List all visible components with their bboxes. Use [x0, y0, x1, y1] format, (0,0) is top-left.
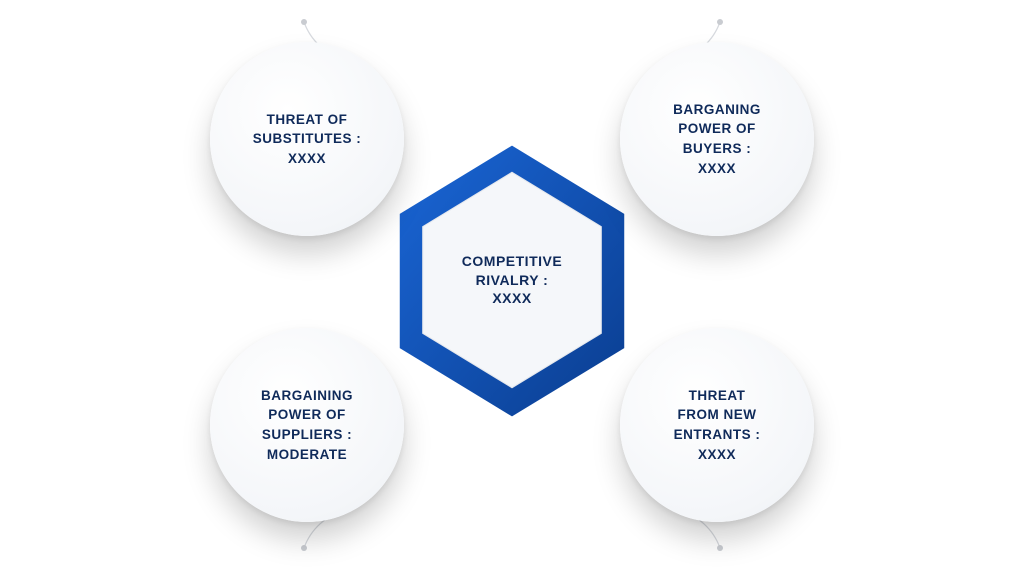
force-circle-buyers: BARGANING POWER OF BUYERS : XXXX [620, 42, 814, 236]
force-label-new-entrants: THREAT FROM NEW ENTRANTS : XXXX [674, 386, 761, 464]
force-label-suppliers: BARGAINING POWER OF SUPPLIERS : MODERATE [261, 386, 353, 464]
force-circle-suppliers: BARGAINING POWER OF SUPPLIERS : MODERATE [210, 328, 404, 522]
center-label: COMPETITIVE RIVALRY : XXXX [448, 252, 576, 309]
five-forces-diagram: COMPETITIVE RIVALRY : XXXX THREAT OF SUB… [0, 0, 1024, 576]
center-label-line2: RIVALRY : [476, 272, 549, 288]
force-label-buyers: BARGANING POWER OF BUYERS : XXXX [673, 100, 761, 178]
force-circle-new-entrants: THREAT FROM NEW ENTRANTS : XXXX [620, 328, 814, 522]
center-label-line3: XXXX [492, 290, 531, 306]
force-circle-substitutes: THREAT OF SUBSTITUTES : XXXX [210, 42, 404, 236]
force-label-substitutes: THREAT OF SUBSTITUTES : XXXX [253, 110, 362, 169]
center-label-line1: COMPETITIVE [462, 253, 562, 269]
center-hexagon-inner: COMPETITIVE RIVALRY : XXXX [415, 168, 609, 392]
